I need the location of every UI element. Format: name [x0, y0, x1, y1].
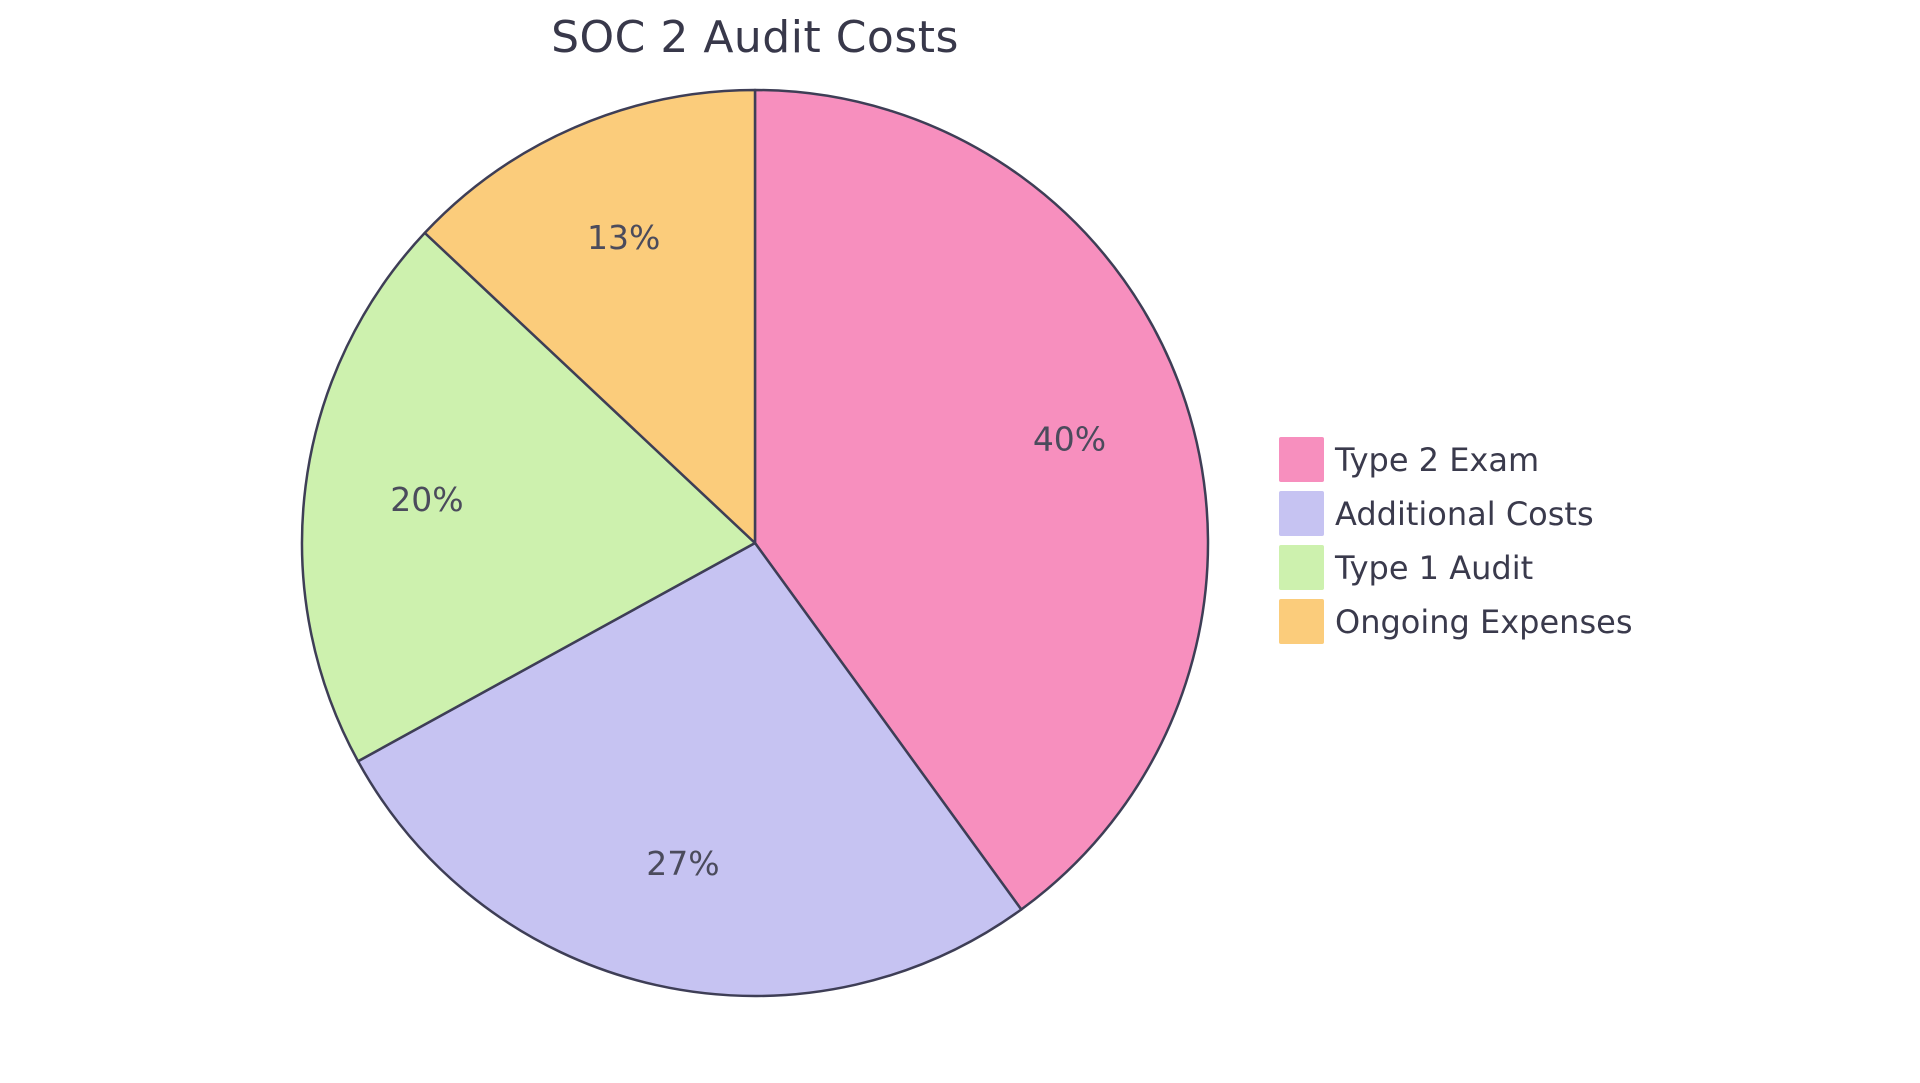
legend-item-type-2-exam: Type 2 Exam — [1279, 437, 1632, 482]
slice-percent-label-additional-costs: 27% — [646, 844, 719, 883]
legend-item-additional-costs: Additional Costs — [1279, 491, 1632, 536]
legend-swatch-additional-costs — [1279, 491, 1324, 536]
chart-title: SOC 2 Audit Costs — [551, 12, 959, 63]
slice-percent-label-ongoing-expenses: 13% — [587, 218, 660, 257]
slice-percent-label-type-1-audit: 20% — [390, 480, 463, 519]
pie-slice-type-2-exam — [753, 88, 1210, 911]
legend: Type 2 Exam Additional Costs Type 1 Audit O… — [1279, 437, 1632, 644]
legend-label-type-2-exam: Type 2 Exam — [1335, 440, 1540, 479]
legend-item-ongoing-expenses: Ongoing Expenses — [1279, 599, 1632, 644]
legend-label-ongoing-expenses: Ongoing Expenses — [1335, 602, 1633, 641]
slice-percent-label-type-2-exam: 40% — [1033, 419, 1106, 458]
legend-label-type-1-audit: Type 1 Audit — [1335, 548, 1534, 587]
legend-label-additional-costs: Additional Costs — [1335, 494, 1594, 533]
legend-item-type-1-audit: Type 1 Audit — [1279, 545, 1632, 590]
legend-swatch-type-1-audit — [1279, 545, 1324, 590]
legend-swatch-type-2-exam — [1279, 437, 1324, 482]
pie-slice-additional-costs — [356, 541, 1023, 998]
legend-swatch-ongoing-expenses — [1279, 599, 1324, 644]
pie-slice-type-1-audit — [300, 231, 757, 763]
pie-slice-ongoing-expenses — [423, 88, 757, 545]
